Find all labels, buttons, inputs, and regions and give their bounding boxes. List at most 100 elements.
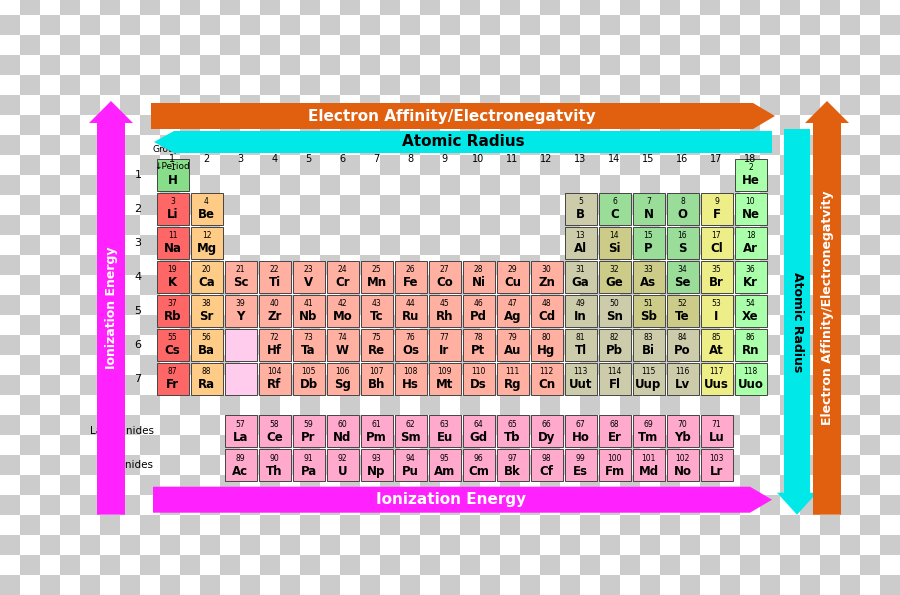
Bar	[600, 275, 620, 295]
Bar	[400, 75, 420, 95]
Bar	[240, 415, 260, 435]
Bar	[880, 95, 900, 115]
Bar	[660, 215, 680, 235]
Bar	[80, 335, 100, 355]
Bar	[440, 515, 460, 535]
Bar	[860, 535, 880, 555]
Bar	[40, 375, 60, 395]
Bar	[60, 135, 80, 155]
Bar	[260, 315, 280, 335]
Bar	[760, 475, 780, 495]
Bar	[160, 95, 180, 115]
Bar	[80, 475, 100, 495]
Bar	[360, 315, 380, 335]
Bar	[0, 435, 20, 455]
Bar	[500, 55, 520, 75]
Bar	[220, 0, 240, 15]
Bar	[480, 35, 500, 55]
Bar	[540, 495, 560, 515]
Bar	[100, 495, 120, 515]
Text: 116: 116	[675, 367, 689, 377]
Text: 34: 34	[678, 265, 688, 274]
Text: 10: 10	[472, 154, 484, 164]
Bar	[0, 475, 20, 495]
FancyBboxPatch shape	[157, 261, 188, 293]
Text: 40: 40	[270, 299, 279, 308]
Bar	[680, 255, 700, 275]
Text: Rn: Rn	[742, 344, 760, 357]
Bar	[520, 275, 540, 295]
Bar	[840, 35, 860, 55]
FancyBboxPatch shape	[327, 328, 358, 361]
FancyBboxPatch shape	[224, 261, 256, 293]
Text: 96: 96	[473, 454, 483, 463]
FancyBboxPatch shape	[497, 415, 528, 447]
Bar	[480, 475, 500, 495]
Bar	[760, 155, 780, 175]
Text: Hg: Hg	[537, 344, 555, 357]
Bar	[620, 495, 640, 515]
Bar	[420, 355, 440, 375]
Bar	[80, 115, 100, 135]
Text: 2: 2	[203, 154, 210, 164]
Bar	[840, 555, 860, 575]
FancyBboxPatch shape	[191, 362, 222, 394]
FancyBboxPatch shape	[157, 362, 188, 394]
Bar	[120, 355, 140, 375]
Bar	[820, 55, 840, 75]
Bar	[260, 75, 280, 95]
Bar	[280, 435, 300, 455]
Bar	[880, 115, 900, 135]
Bar	[660, 195, 680, 215]
Text: Ru: Ru	[401, 310, 419, 323]
Bar	[420, 235, 440, 255]
Bar	[120, 55, 140, 75]
Text: 25: 25	[372, 265, 382, 274]
Bar	[300, 275, 320, 295]
Bar	[640, 55, 660, 75]
Bar	[120, 495, 140, 515]
Bar	[520, 315, 540, 335]
Bar	[280, 175, 300, 195]
Bar	[400, 215, 420, 235]
Text: Electron Affinity/Electronegatvity: Electron Affinity/Electronegatvity	[821, 190, 833, 425]
Text: Electron Affinity/Electronegatvity: Electron Affinity/Electronegatvity	[308, 108, 596, 124]
Bar	[820, 0, 840, 15]
Bar	[440, 335, 460, 355]
Bar	[560, 575, 580, 595]
Text: Ionization Energy: Ionization Energy	[376, 492, 526, 507]
FancyBboxPatch shape	[564, 261, 597, 293]
Bar	[560, 155, 580, 175]
Bar	[640, 0, 660, 15]
Bar	[540, 375, 560, 395]
Bar	[320, 555, 340, 575]
Bar	[840, 215, 860, 235]
Bar	[20, 115, 40, 135]
Bar	[720, 115, 740, 135]
Bar	[620, 375, 640, 395]
Bar	[200, 135, 220, 155]
Bar	[600, 495, 620, 515]
Text: 64: 64	[473, 420, 483, 429]
FancyBboxPatch shape	[258, 328, 291, 361]
Bar	[80, 135, 100, 155]
Bar	[300, 515, 320, 535]
Bar	[140, 35, 160, 55]
Bar	[500, 335, 520, 355]
Bar	[80, 155, 100, 175]
Text: Ar: Ar	[743, 242, 758, 255]
Bar	[80, 0, 100, 15]
Bar	[260, 535, 280, 555]
Bar	[600, 55, 620, 75]
Bar	[400, 455, 420, 475]
Bar	[200, 115, 220, 135]
Bar	[120, 0, 140, 15]
Bar	[600, 295, 620, 315]
Bar	[540, 275, 560, 295]
Text: Y: Y	[237, 310, 245, 323]
Text: Am: Am	[434, 465, 455, 478]
Bar	[240, 235, 260, 255]
Text: 75: 75	[372, 333, 382, 342]
Text: 90: 90	[270, 454, 279, 463]
Bar	[160, 15, 180, 35]
